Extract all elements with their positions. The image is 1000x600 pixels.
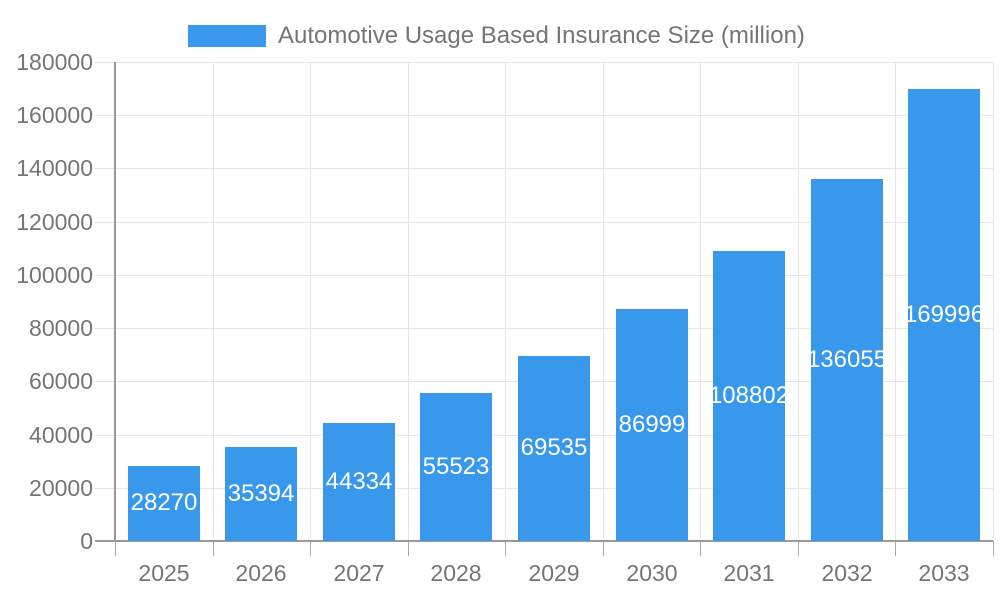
y-tick-label: 140000: [16, 155, 93, 181]
bar-value-label-2027: 44334: [325, 468, 393, 495]
legend-swatch-icon: [188, 25, 266, 47]
y-tick-label: 100000: [16, 262, 93, 288]
y-axis-line: [114, 62, 116, 541]
x-axis-tick: [895, 541, 896, 556]
bar-value-label-2030: 86999: [618, 411, 686, 438]
y-gridline: [95, 328, 993, 329]
bar-2025[interactable]: [128, 466, 200, 541]
y-tick-label: 120000: [16, 209, 93, 235]
x-axis-tick: [310, 541, 311, 556]
x-axis-tick: [603, 541, 604, 556]
x-tick-label-2030: 2030: [626, 560, 678, 586]
x-gridline: [798, 62, 799, 541]
bar-2031[interactable]: [713, 251, 785, 541]
x-tick-label-2025: 2025: [138, 560, 190, 586]
y-tick-label: 80000: [29, 315, 93, 341]
bar-2028[interactable]: [420, 393, 492, 541]
y-gridline: [95, 115, 993, 116]
bar-2027[interactable]: [323, 423, 395, 541]
x-gridline: [213, 62, 214, 541]
bar-2030[interactable]: [616, 309, 688, 541]
x-axis-tick: [993, 541, 994, 556]
y-tick-label: 60000: [29, 368, 93, 394]
bar-value-label-2025: 28270: [130, 489, 198, 516]
y-gridline: [95, 62, 993, 63]
x-axis-tick: [505, 541, 506, 556]
legend-label: Automotive Usage Based Insurance Size (m…: [278, 22, 805, 49]
bar-value-label-2028: 55523: [422, 453, 490, 480]
bar-value-label-2031: 108802: [708, 382, 790, 409]
x-axis-tick: [213, 541, 214, 556]
x-tick-label-2033: 2033: [918, 560, 970, 586]
bar-value-label-2029: 69535: [520, 434, 588, 461]
bar-2029[interactable]: [518, 356, 590, 541]
bar-value-label-2026: 35394: [227, 480, 295, 507]
y-gridline: [95, 168, 993, 169]
x-tick-label-2031: 2031: [723, 560, 775, 586]
x-tick-label-2032: 2032: [821, 560, 873, 586]
y-gridline: [95, 275, 993, 276]
bar-2026[interactable]: [225, 447, 297, 541]
y-gridline: [95, 222, 993, 223]
x-gridline: [603, 62, 604, 541]
x-axis-tick: [408, 541, 409, 556]
x-gridline: [310, 62, 311, 541]
y-tick-label: 180000: [16, 49, 93, 75]
legend-item[interactable]: Automotive Usage Based Insurance Size (m…: [188, 22, 805, 50]
x-axis-tick: [798, 541, 799, 556]
x-gridline: [993, 62, 994, 541]
x-tick-label-2027: 2027: [333, 560, 385, 586]
bar-2032[interactable]: [811, 179, 883, 541]
bar-value-label-2032: 136055: [806, 346, 888, 373]
x-gridline: [408, 62, 409, 541]
x-gridline: [895, 62, 896, 541]
x-gridline: [505, 62, 506, 541]
y-tick-label: 160000: [16, 102, 93, 128]
x-axis-tick: [700, 541, 701, 556]
x-axis-line: [95, 540, 993, 542]
x-tick-label-2026: 2026: [235, 560, 287, 586]
y-tick-label: 20000: [29, 475, 93, 501]
x-axis-tick: [115, 541, 116, 556]
bar-2033[interactable]: [908, 89, 980, 541]
y-tick-label: 40000: [29, 422, 93, 448]
x-gridline: [700, 62, 701, 541]
y-tick-label: 0: [80, 528, 93, 554]
x-tick-label-2028: 2028: [430, 560, 482, 586]
bar-value-label-2033: 169996: [903, 301, 985, 328]
x-tick-label-2029: 2029: [528, 560, 580, 586]
